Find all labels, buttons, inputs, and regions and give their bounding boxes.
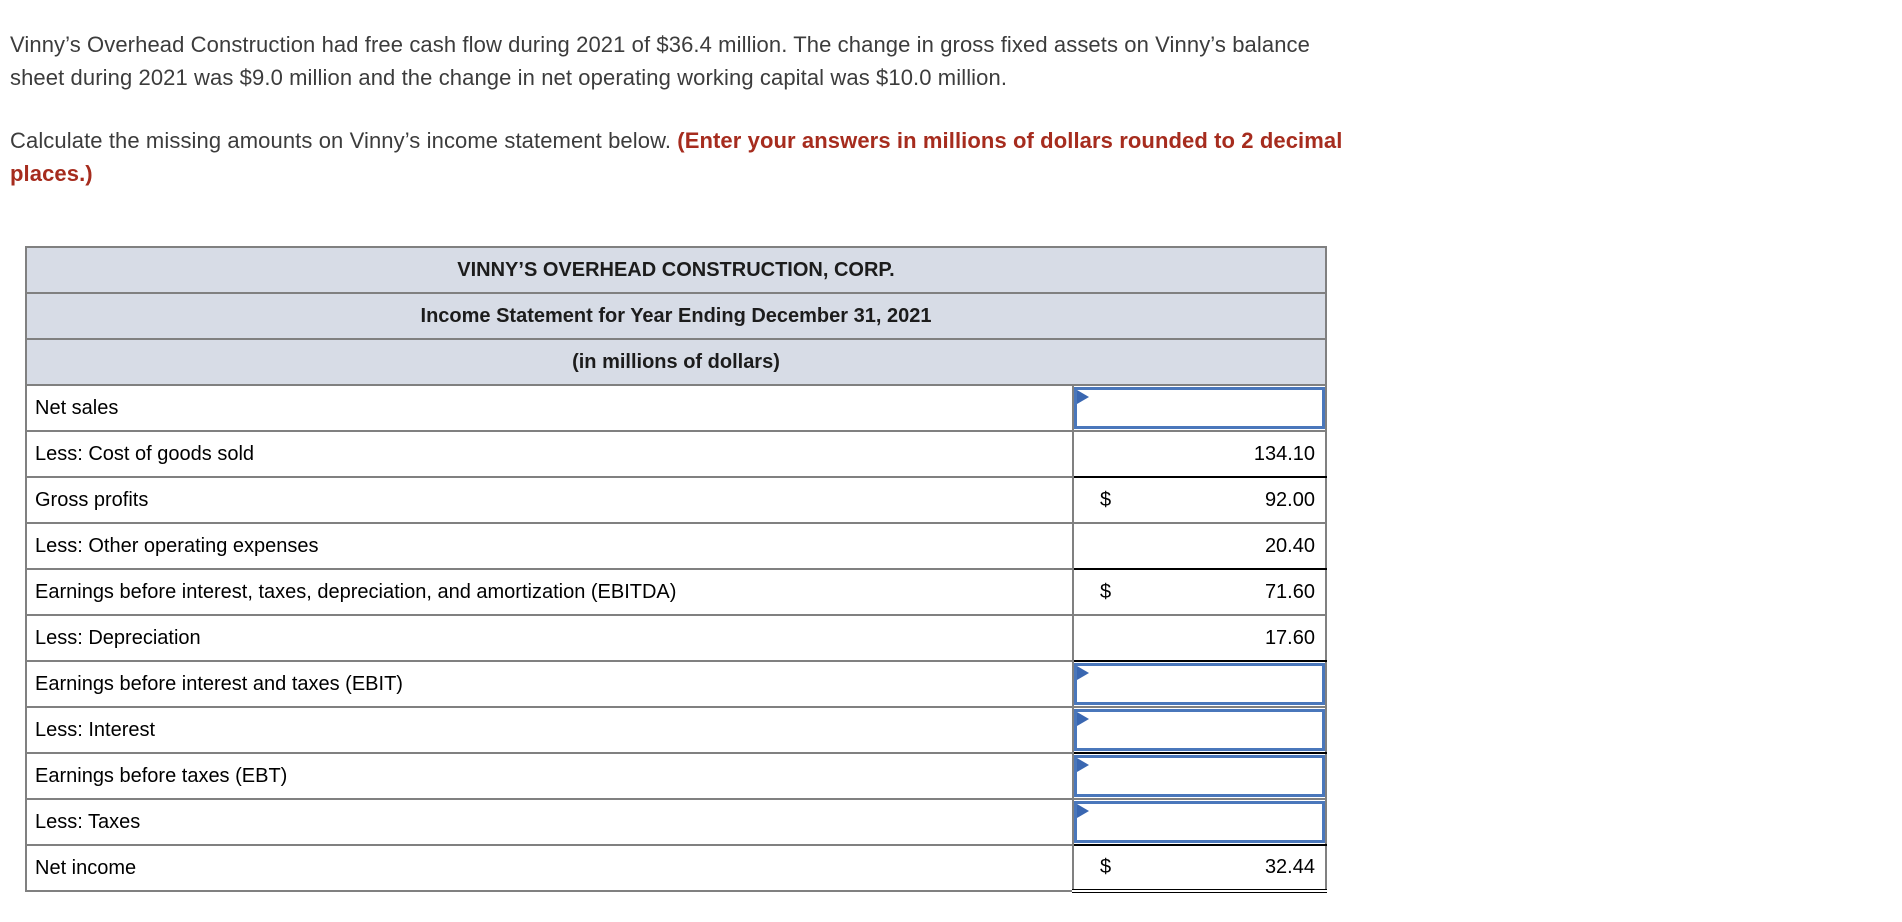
problem-statement-line1: Vinny’s Overhead Construction had free c… bbox=[10, 32, 1310, 57]
row-label-other-operating-expenses: Less: Other operating expenses bbox=[25, 522, 1074, 570]
answer-input-ebt[interactable] bbox=[1074, 755, 1325, 797]
table-row: Earnings before interest, taxes, depreci… bbox=[25, 568, 1327, 616]
table-units-row: (in millions of dollars) bbox=[25, 338, 1327, 386]
answer-input-taxes[interactable] bbox=[1074, 801, 1325, 843]
row-label-taxes: Less: Taxes bbox=[25, 798, 1074, 846]
value-other-operating-expenses: 20.40 bbox=[1264, 534, 1315, 557]
problem-statement: Vinny’s Overhead Construction had free c… bbox=[10, 28, 1902, 94]
row-value-depreciation: 17.60 bbox=[1072, 614, 1327, 662]
row-label-interest: Less: Interest bbox=[25, 706, 1074, 754]
table-row: Earnings before taxes (EBT) bbox=[25, 752, 1327, 800]
table-subtitle-row: Income Statement for Year Ending Decembe… bbox=[25, 292, 1327, 340]
income-statement-table: VINNY’S OVERHEAD CONSTRUCTION, CORP. Inc… bbox=[25, 246, 1327, 893]
table-row: Less: Taxes bbox=[25, 798, 1327, 846]
table-row: Less: Other operating expenses 20.40 bbox=[25, 522, 1327, 570]
table-row: Net sales bbox=[25, 384, 1327, 432]
value-cost-of-goods-sold: 134.10 bbox=[1253, 442, 1315, 465]
row-value-gross-profits: $92.00 bbox=[1072, 476, 1327, 524]
answer-input-interest[interactable] bbox=[1074, 709, 1325, 751]
table-row: Less: Interest bbox=[25, 706, 1327, 754]
task-prompt-text: Calculate the missing amounts on Vinny’s… bbox=[10, 128, 678, 153]
row-label-ebitda: Earnings before interest, taxes, depreci… bbox=[25, 568, 1074, 616]
currency-symbol: $ bbox=[1100, 856, 1112, 878]
row-label-cost-of-goods-sold: Less: Cost of goods sold bbox=[25, 430, 1074, 478]
currency-symbol: $ bbox=[1100, 580, 1112, 603]
value-depreciation: 17.60 bbox=[1264, 626, 1315, 649]
row-value-ebt bbox=[1072, 752, 1327, 800]
company-title: VINNY’S OVERHEAD CONSTRUCTION, CORP. bbox=[25, 246, 1327, 294]
value-ebitda: 71.60 bbox=[1264, 580, 1315, 603]
row-label-net-income: Net income bbox=[25, 844, 1074, 892]
statement-subtitle: Income Statement for Year Ending Decembe… bbox=[25, 292, 1327, 340]
row-value-interest bbox=[1072, 706, 1327, 754]
table-row: Earnings before interest and taxes (EBIT… bbox=[25, 660, 1327, 708]
value-net-income: 32.44 bbox=[1264, 856, 1315, 878]
row-value-ebitda: $71.60 bbox=[1072, 568, 1327, 616]
task-prompt: Calculate the missing amounts on Vinny’s… bbox=[10, 124, 1902, 190]
answer-marker-icon bbox=[1077, 390, 1089, 404]
table-row: Less: Cost of goods sold 134.10 bbox=[25, 430, 1327, 478]
row-label-ebit: Earnings before interest and taxes (EBIT… bbox=[25, 660, 1074, 708]
answer-input-ebit[interactable] bbox=[1074, 663, 1325, 705]
row-label-ebt: Earnings before taxes (EBT) bbox=[25, 752, 1074, 800]
question-area: Vinny’s Overhead Construction had free c… bbox=[10, 28, 1902, 893]
units-caption: (in millions of dollars) bbox=[25, 338, 1327, 386]
row-label-net-sales: Net sales bbox=[25, 384, 1074, 432]
row-value-other-operating-expenses: 20.40 bbox=[1072, 522, 1327, 570]
currency-symbol: $ bbox=[1100, 488, 1112, 511]
answer-marker-icon bbox=[1077, 758, 1089, 772]
table-title-row: VINNY’S OVERHEAD CONSTRUCTION, CORP. bbox=[25, 246, 1327, 294]
row-value-taxes bbox=[1072, 798, 1327, 846]
problem-statement-line2: sheet during 2021 was $9.0 million and t… bbox=[10, 65, 1008, 90]
row-value-net-sales bbox=[1072, 384, 1327, 432]
value-gross-profits: 92.00 bbox=[1264, 488, 1315, 511]
answer-input-net-sales[interactable] bbox=[1074, 387, 1325, 429]
row-value-net-income: $32.44 bbox=[1072, 844, 1327, 893]
row-value-cost-of-goods-sold: 134.10 bbox=[1072, 430, 1327, 478]
table-row: Gross profits $92.00 bbox=[25, 476, 1327, 524]
table-row: Net income $32.44 bbox=[25, 844, 1327, 893]
table-row: Less: Depreciation 17.60 bbox=[25, 614, 1327, 662]
answer-format-instruction-line2: places.) bbox=[10, 161, 93, 186]
answer-marker-icon bbox=[1077, 666, 1089, 680]
answer-marker-icon bbox=[1077, 712, 1089, 726]
answer-marker-icon bbox=[1077, 804, 1089, 818]
row-label-gross-profits: Gross profits bbox=[25, 476, 1074, 524]
row-value-ebit bbox=[1072, 660, 1327, 708]
answer-format-instruction-line1: (Enter your answers in millions of dolla… bbox=[677, 128, 1343, 153]
row-label-depreciation: Less: Depreciation bbox=[25, 614, 1074, 662]
